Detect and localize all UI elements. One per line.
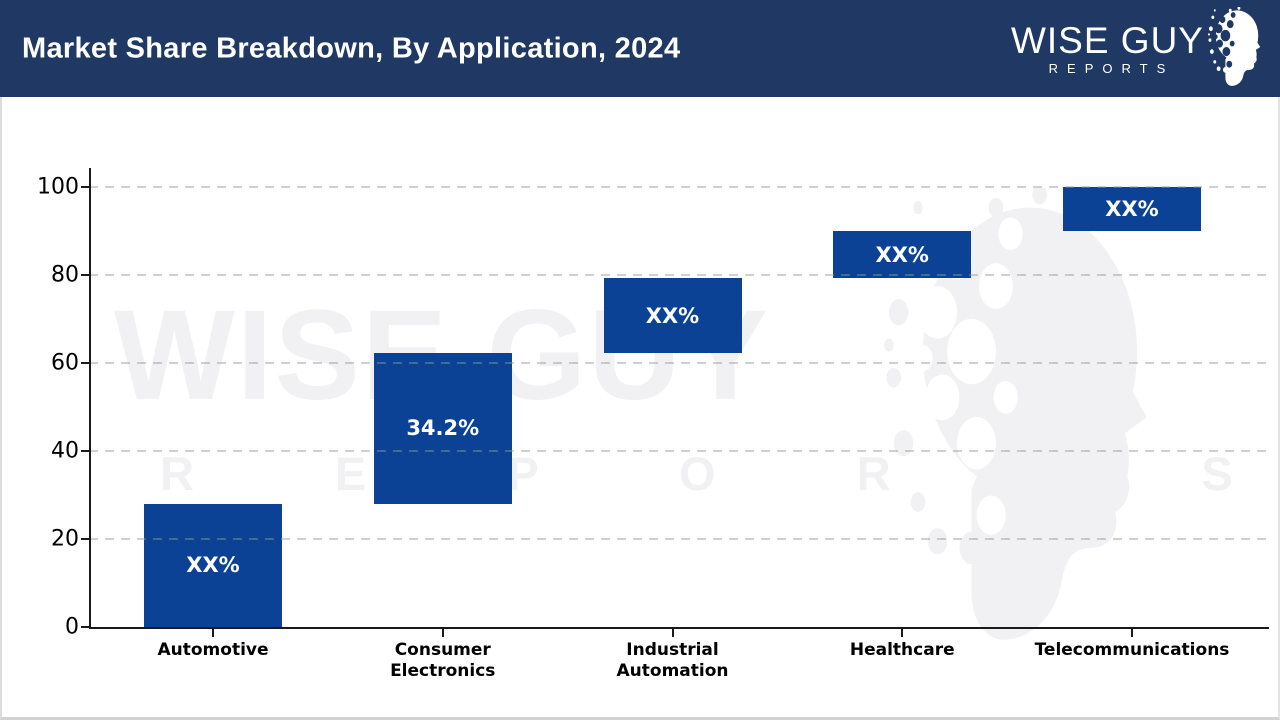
y-tick-mark [81,361,89,364]
y-tick-mark [81,449,89,452]
header: Market Share Breakdown, By Application, … [0,0,1280,97]
logo-text: WISE GUY REPORTS [1010,19,1204,77]
bar-consumer-electronics [373,353,512,504]
category-label: Healthcare [850,640,955,661]
y-tick-label: 0 [65,614,79,640]
bar-value-label: XX% [1105,196,1159,221]
category-label: Telecommunications [1035,640,1230,661]
category-label-line: Automation [616,661,729,681]
y-tick-label: 80 [51,262,79,288]
x-tick-mark [1131,629,1133,637]
y-tick-mark [81,537,89,540]
gridline-100 [89,185,1269,188]
x-tick-mark [901,629,904,637]
wise-guy-reports-logo: WISE GUY REPORTS [1010,6,1266,91]
y-tick-label: 20 [51,526,79,552]
gridline-20 [89,537,1269,540]
x-tick-mark [441,629,444,637]
category-label-line: Telecommunications [1034,640,1230,660]
y-tick-mark [81,273,89,276]
bar-value-label: XX% [875,242,929,267]
x-axis-line [89,627,1269,629]
bar-industrial-automation [603,278,742,353]
y-axis-line [89,168,91,629]
page-title: Market Share Breakdown, By Application, … [22,32,681,64]
y-tick-label: 40 [51,438,79,464]
category-label: Consumer Electronics [390,640,495,682]
category-label-line: Electronics [390,661,496,681]
y-tick-label: 100 [37,174,79,199]
category-label: Automotive [157,640,268,661]
bar-value-label: XX% [645,303,700,328]
bar-value-label: 34.2% [406,416,480,441]
y-tick-mark [81,626,89,628]
y-tick-label: 60 [51,350,79,376]
bar-automotive [144,503,282,627]
bar-value-label: XX% [186,553,240,578]
dotted-head-icon [1208,6,1266,91]
logo-wordmark: WISE GUY [1010,19,1204,61]
logo-subtext: REPORTS [1048,61,1175,77]
x-tick-mark [212,629,214,637]
x-tick-mark [671,629,674,637]
watermark-subtext: R E P O R T S [160,447,1280,500]
gridline-60 [89,361,1269,364]
category-label-line: Automotive [157,640,269,660]
gridline-40 [89,449,1269,452]
category-label-line: Healthcare [849,640,955,660]
category-label-line: Industrial [626,640,719,660]
category-label: Industrial Automation [617,640,729,682]
category-label-line: Consumer [394,640,491,660]
gridline-80 [89,273,1269,276]
y-tick-mark [81,185,89,188]
